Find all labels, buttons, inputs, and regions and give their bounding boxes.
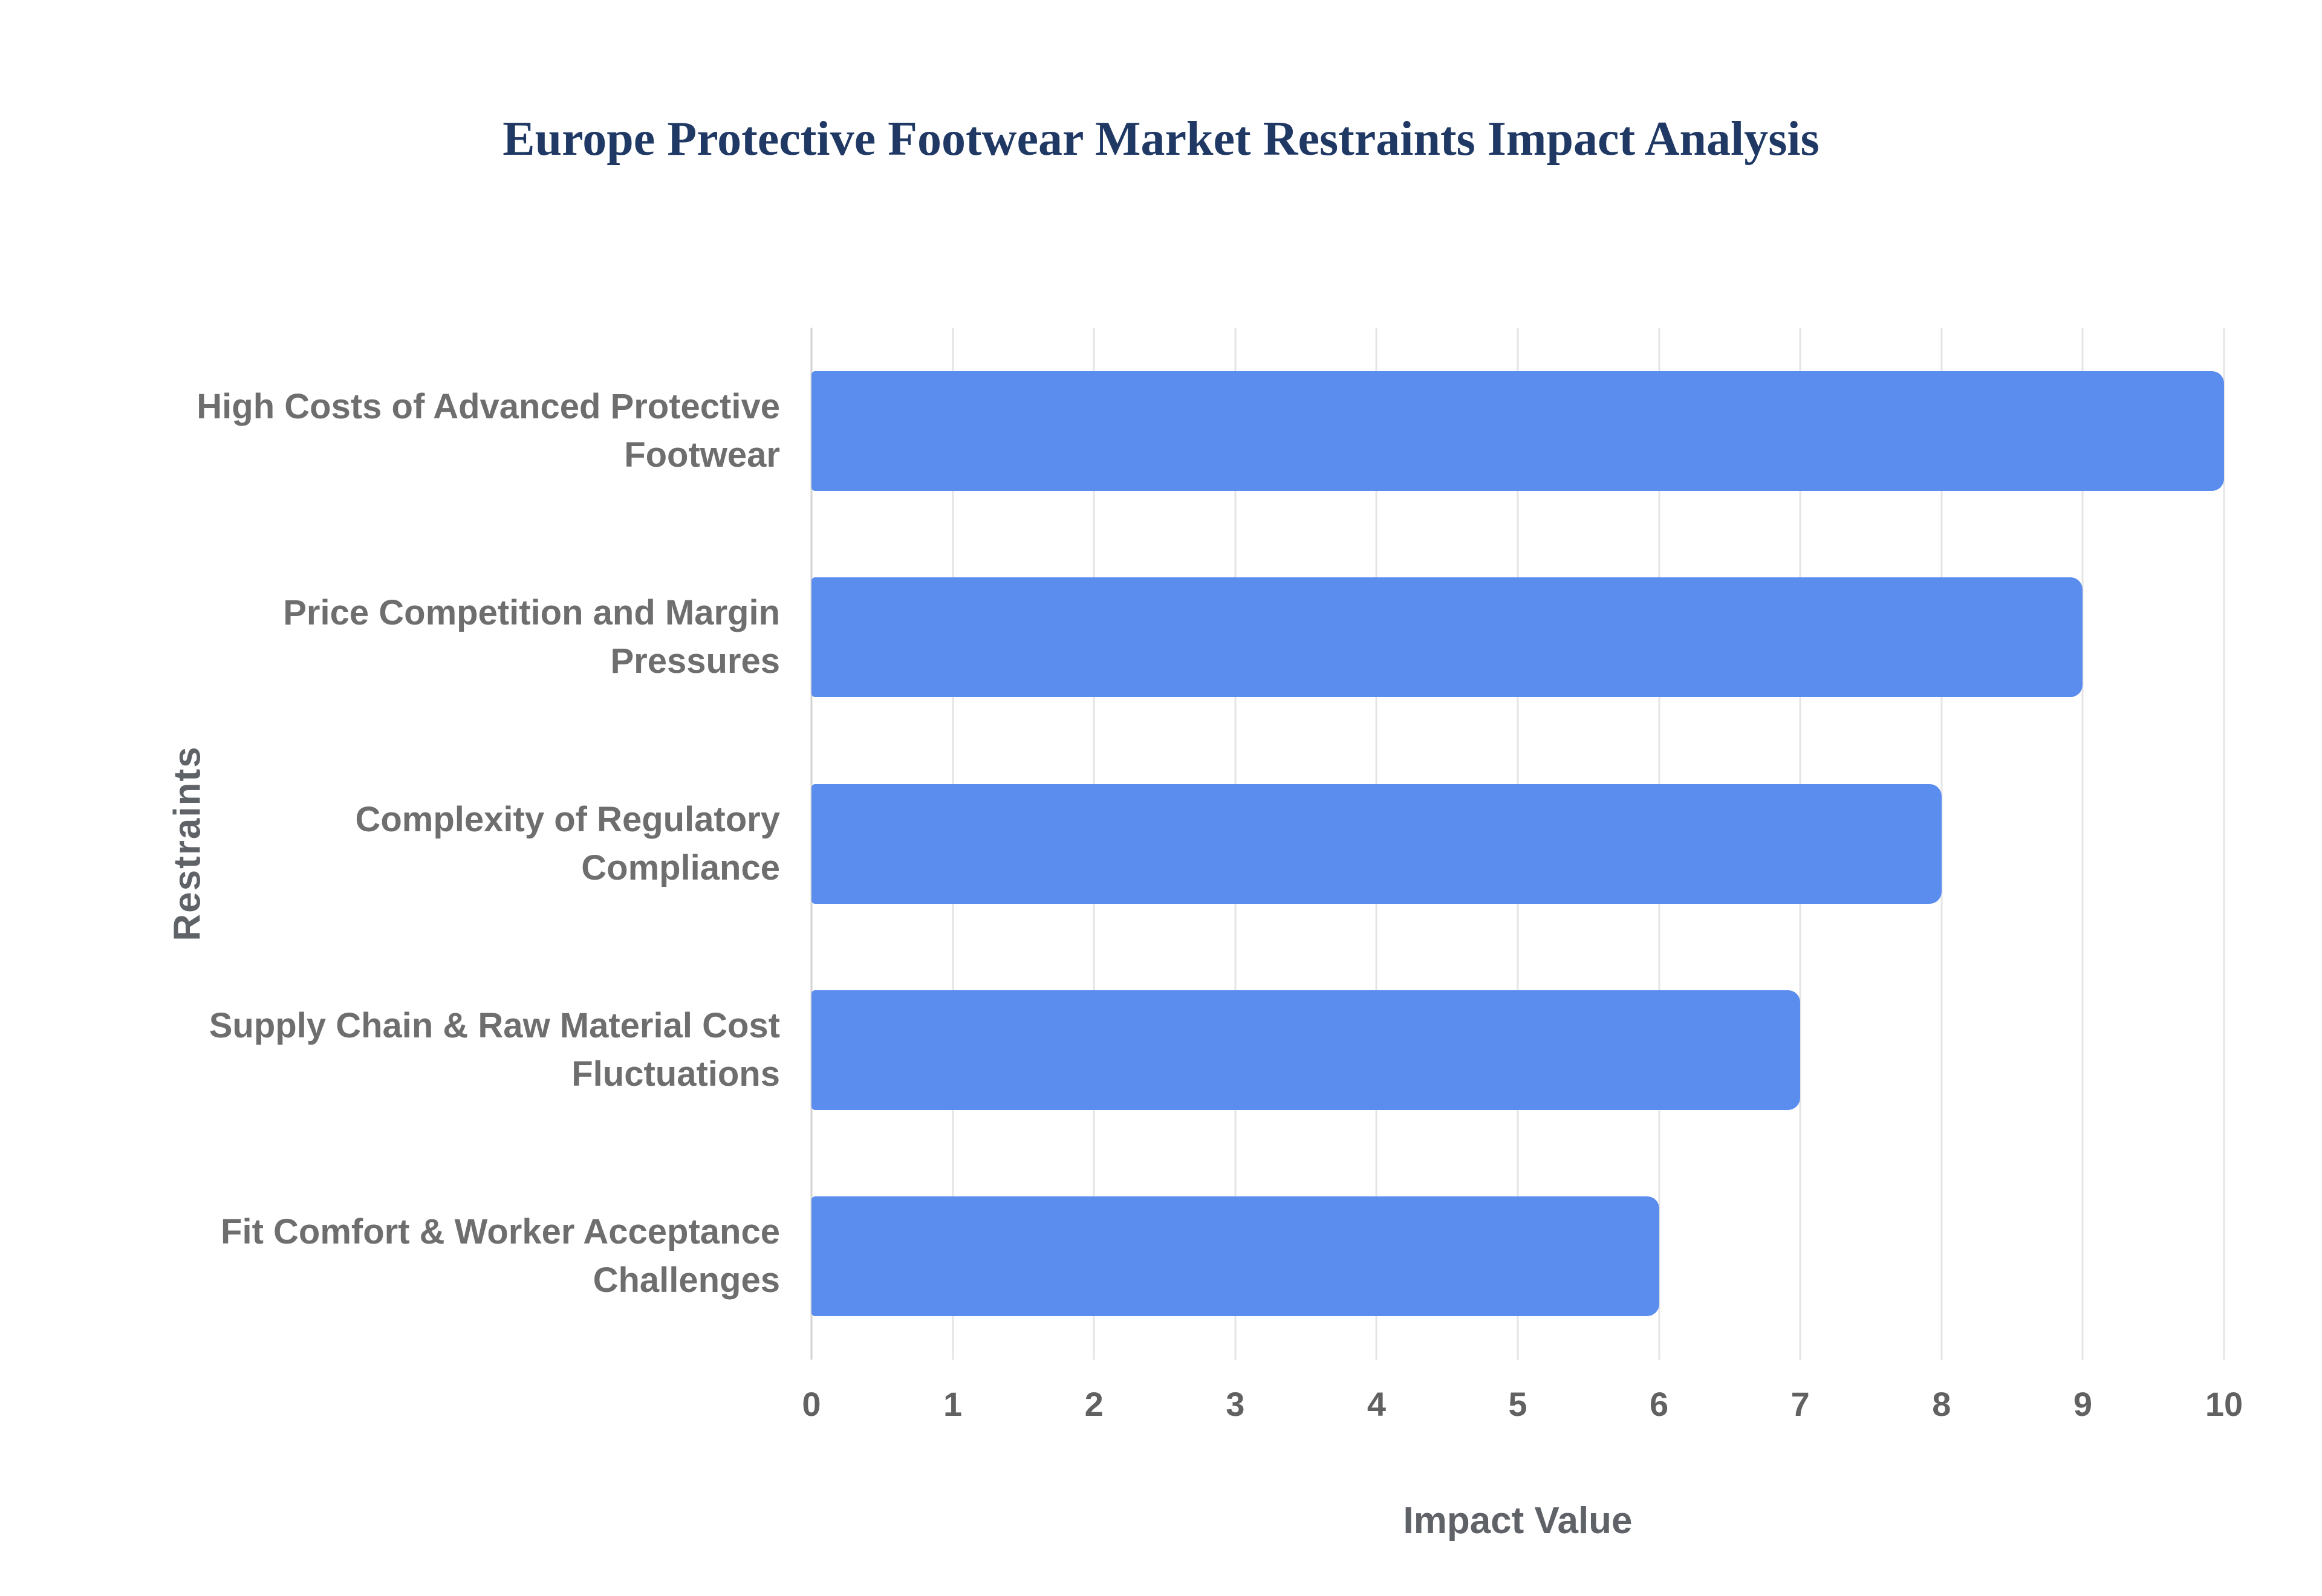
bar bbox=[811, 1196, 1659, 1317]
x-axis-title: Impact Value bbox=[1403, 1500, 1633, 1542]
x-tick-label: 2 bbox=[1084, 1385, 1104, 1423]
x-tick-label: 4 bbox=[1367, 1385, 1386, 1423]
x-tick-label: 1 bbox=[943, 1385, 963, 1423]
gridline bbox=[2223, 328, 2225, 1360]
bar bbox=[811, 783, 1942, 904]
bar bbox=[811, 990, 1801, 1110]
x-tick-label: 10 bbox=[2205, 1385, 2243, 1423]
x-tick-label: 3 bbox=[1226, 1385, 1245, 1423]
bar bbox=[811, 577, 2083, 698]
x-tick-label: 9 bbox=[2073, 1385, 2092, 1423]
x-tick-label: 0 bbox=[802, 1385, 821, 1423]
plot-area bbox=[810, 328, 2225, 1360]
gridline bbox=[1940, 328, 1943, 1360]
category-label: Supply Chain & Raw Material Cost Fluctua… bbox=[209, 1005, 780, 1094]
chart-title: Europe Protective Footwear Market Restra… bbox=[502, 112, 1820, 166]
category-label: Price Competition and Margin Pressures bbox=[283, 593, 780, 681]
category-label: High Costs of Advanced Protective Footwe… bbox=[197, 386, 780, 475]
x-tick-label: 5 bbox=[1508, 1385, 1527, 1423]
x-tick-label: 7 bbox=[1790, 1385, 1810, 1423]
category-label: Complexity of Regulatory Compliance bbox=[355, 799, 780, 887]
category-label: Fit Comfort & Worker Acceptance Challeng… bbox=[221, 1212, 780, 1300]
x-tick-labels: 0 1 2 3 4 5 6 7 8 9 10 bbox=[802, 1384, 2243, 1439]
gridline bbox=[2081, 328, 2084, 1360]
x-tick-label: 6 bbox=[1650, 1385, 1669, 1423]
category-labels: High Costs of Advanced Protective Footwe… bbox=[181, 328, 780, 1360]
bar bbox=[811, 371, 2224, 491]
x-tick-label: 8 bbox=[1932, 1385, 1951, 1423]
